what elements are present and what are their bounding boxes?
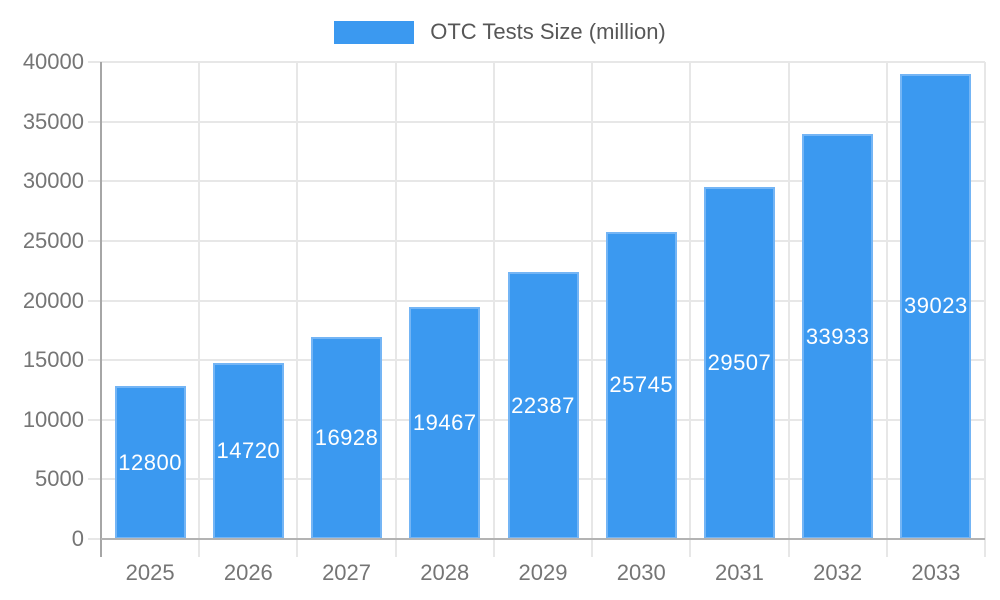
bar-value-label: 14720 [216,438,281,464]
x-axis-tick-label-2025: 2025 [125,560,175,585]
bar-value-label: 19467 [412,409,477,435]
x-axis-tick-label-2028: 2028 [420,560,470,585]
y-axis-tick-label: 15000 [22,347,84,373]
bar-value-label: 25745 [609,372,674,398]
gridline-vertical [787,62,790,557]
bar-value-label: 29507 [707,350,772,376]
gridline-horizontal [88,61,985,63]
y-axis-tick-label: 35000 [22,108,84,134]
bar-2026[interactable]: 14720 [212,363,284,539]
bar-2031[interactable]: 29507 [703,187,775,539]
gridline-vertical [198,62,201,557]
y-axis-tick-label: 20000 [22,287,84,313]
bar-2027[interactable]: 16928 [311,337,383,539]
bar-value-label: 22387 [511,392,575,418]
x-axis-line [101,538,985,540]
gridline-vertical [984,62,986,557]
y-axis-tick-label: 0 [71,526,84,551]
chart-legend[interactable]: OTC Tests Size (million) [0,20,1000,44]
x-axis-tick-label-2033: 2033 [911,560,961,585]
x-axis-tick-label-2031: 2031 [714,560,764,585]
x-axis-tick-label-2032: 2032 [813,560,863,585]
x-axis-tick-label-2027: 2027 [322,560,372,585]
gridline-vertical [885,62,888,557]
bar-value-label: 33933 [805,323,870,349]
bar-value-label: 16928 [314,425,379,451]
x-axis-tick-label-2026: 2026 [223,560,273,585]
gridline-vertical [689,62,692,557]
gridline-vertical [492,62,495,557]
gridline-horizontal [88,180,985,183]
bar-2033[interactable]: 39023 [900,73,972,539]
gridline-horizontal [88,239,985,242]
y-axis-tick-label: 30000 [22,168,84,194]
bar-2029[interactable]: 22387 [507,272,579,539]
y-axis-tick-label: 25000 [22,227,84,253]
legend-label: OTC Tests Size (million) [430,19,666,44]
gridline-vertical [394,62,397,557]
legend-swatch-icon [334,20,415,44]
bar-2028[interactable]: 19467 [409,306,481,539]
gridline-vertical [591,62,594,557]
bar-value-label: 12800 [118,449,182,475]
y-axis-line [100,62,102,557]
bar-2032[interactable]: 33933 [802,134,874,539]
bar-2025[interactable]: 12800 [114,386,186,539]
y-axis-tick-label: 10000 [22,406,84,432]
x-axis-tick-label-2029: 2029 [518,560,568,585]
y-axis-tick-label: 40000 [22,49,84,74]
bar-value-label: 39023 [904,293,968,319]
x-axis-tick-label-2030: 2030 [616,560,666,585]
y-axis-tick-label: 5000 [35,466,84,492]
gridline-horizontal [88,120,985,123]
gridline-vertical [296,62,299,557]
bar-2030[interactable]: 25745 [605,231,677,539]
